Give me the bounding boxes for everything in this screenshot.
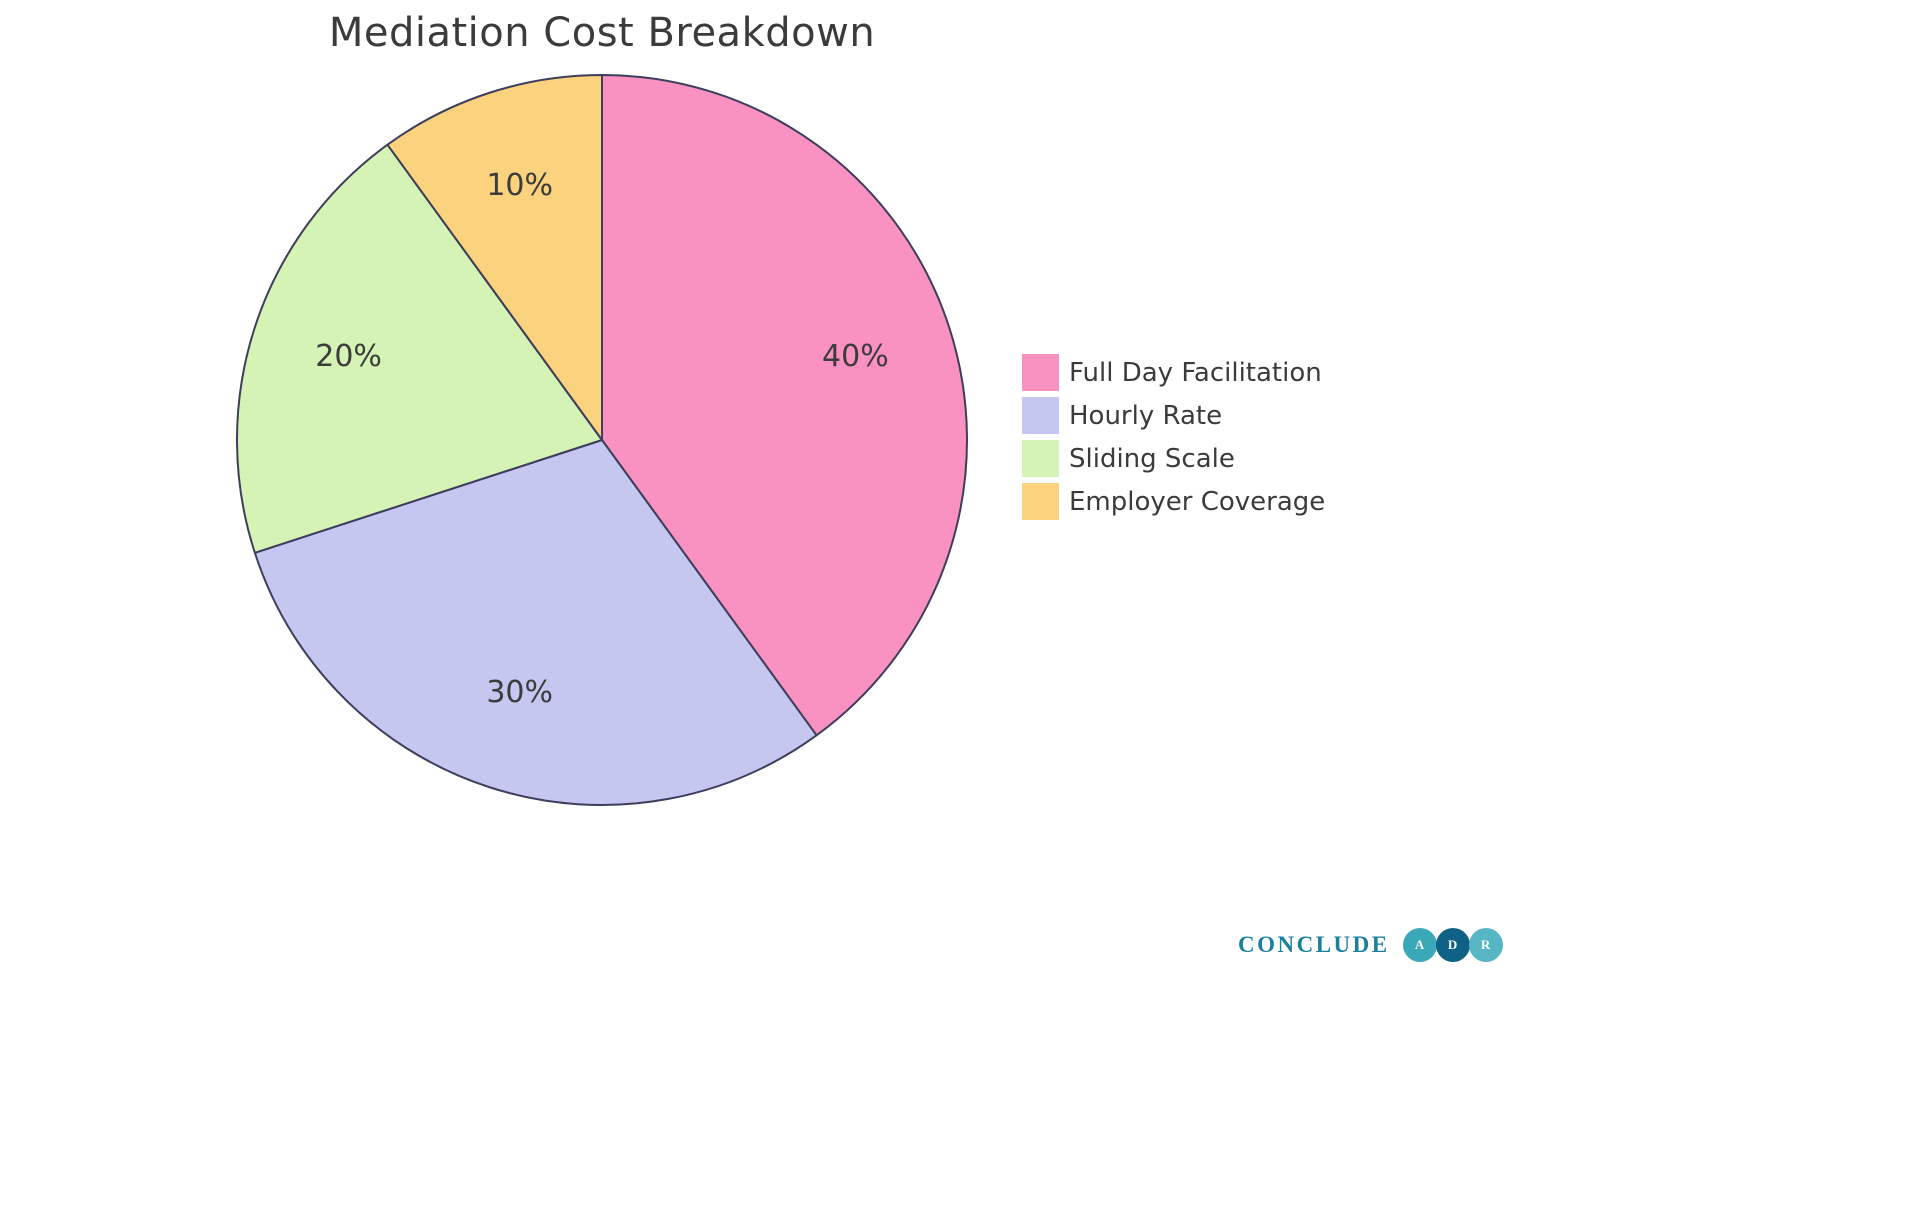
legend-swatch — [1022, 397, 1059, 434]
legend-swatch — [1022, 440, 1059, 477]
legend-item: Employer Coverage — [1022, 480, 1325, 523]
legend-swatch — [1022, 483, 1059, 520]
logo-text: CONCLUDE — [1238, 932, 1390, 957]
pie-slice-full-day-facilitation — [601, 74, 968, 737]
pie-value-label: 10% — [486, 168, 553, 203]
legend-swatch — [1022, 354, 1059, 391]
pie-value-label: 40% — [822, 339, 889, 374]
legend-label: Hourly Rate — [1069, 400, 1223, 431]
pie-slice-sliding-scale — [236, 143, 603, 554]
pie-slice-employer-coverage — [386, 74, 603, 441]
pie-value-label: 20% — [315, 339, 382, 374]
pie-value-label: 30% — [486, 675, 553, 710]
pie-slice-hourly-rate — [253, 439, 818, 806]
legend-label: Sliding Scale — [1069, 443, 1235, 474]
legend-item: Hourly Rate — [1022, 394, 1325, 437]
logo-circle-d: D — [1435, 928, 1470, 962]
legend-item: Full Day Facilitation — [1022, 351, 1325, 394]
chart-title: Mediation Cost Breakdown — [328, 10, 876, 56]
legend-label: Full Day Facilitation — [1069, 357, 1322, 388]
pie-chart: 40% 30% 20% 10% — [236, 74, 968, 806]
legend-item: Sliding Scale — [1022, 437, 1325, 480]
logo-circle-a: A — [1402, 928, 1437, 962]
legend-label: Employer Coverage — [1069, 486, 1326, 517]
logo-circle-r: R — [1468, 928, 1503, 962]
legend: Full Day Facilitation Hourly Rate Sliding … — [1022, 351, 1325, 523]
